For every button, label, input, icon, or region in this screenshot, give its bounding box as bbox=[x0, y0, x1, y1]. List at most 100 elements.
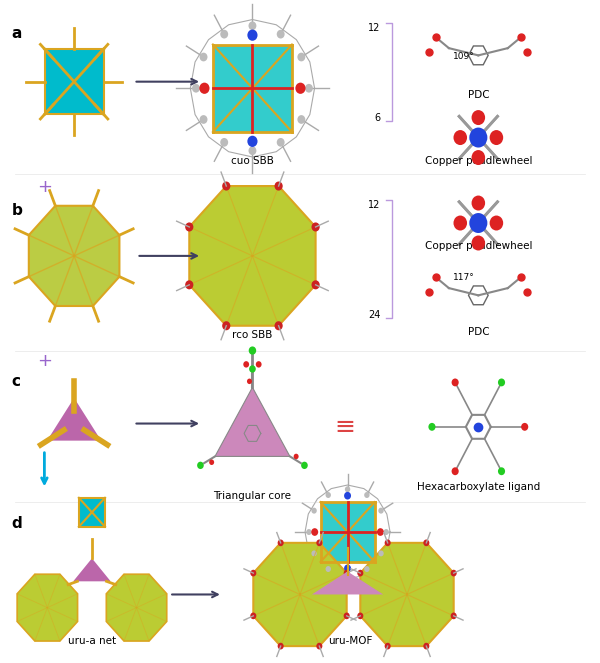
Circle shape bbox=[379, 550, 384, 556]
Circle shape bbox=[344, 570, 350, 576]
Polygon shape bbox=[79, 498, 105, 527]
Circle shape bbox=[298, 52, 305, 62]
Circle shape bbox=[247, 136, 257, 147]
Circle shape bbox=[383, 529, 389, 535]
Circle shape bbox=[428, 423, 436, 431]
Circle shape bbox=[379, 508, 384, 514]
Circle shape bbox=[377, 528, 384, 536]
Text: b: b bbox=[11, 204, 23, 218]
Circle shape bbox=[451, 613, 457, 619]
Circle shape bbox=[306, 529, 311, 535]
Circle shape bbox=[344, 492, 351, 499]
Polygon shape bbox=[44, 49, 104, 114]
Circle shape bbox=[311, 280, 320, 289]
Text: d: d bbox=[11, 516, 22, 530]
Circle shape bbox=[305, 84, 313, 93]
Circle shape bbox=[385, 540, 391, 546]
Circle shape bbox=[469, 127, 487, 148]
Circle shape bbox=[424, 540, 430, 546]
Circle shape bbox=[200, 52, 208, 62]
Circle shape bbox=[521, 423, 528, 431]
Circle shape bbox=[247, 379, 252, 384]
Polygon shape bbox=[253, 543, 347, 646]
Circle shape bbox=[316, 540, 322, 546]
Polygon shape bbox=[47, 398, 101, 441]
Polygon shape bbox=[213, 44, 292, 132]
Circle shape bbox=[469, 213, 487, 233]
Text: 12: 12 bbox=[368, 200, 380, 210]
Circle shape bbox=[472, 150, 485, 165]
Text: a: a bbox=[11, 26, 22, 41]
Circle shape bbox=[200, 115, 208, 124]
Circle shape bbox=[248, 347, 256, 355]
Circle shape bbox=[344, 564, 351, 572]
Polygon shape bbox=[361, 543, 454, 646]
Circle shape bbox=[295, 83, 305, 94]
Circle shape bbox=[277, 138, 284, 147]
Circle shape bbox=[490, 215, 503, 231]
Text: uru-a net: uru-a net bbox=[68, 636, 116, 646]
Circle shape bbox=[424, 642, 430, 650]
Circle shape bbox=[345, 486, 350, 493]
Circle shape bbox=[452, 379, 459, 387]
Circle shape bbox=[256, 361, 262, 367]
Circle shape bbox=[185, 222, 193, 231]
Circle shape bbox=[249, 365, 256, 373]
Circle shape bbox=[385, 642, 391, 650]
Circle shape bbox=[454, 215, 467, 231]
Text: +: + bbox=[37, 178, 52, 196]
Circle shape bbox=[250, 570, 256, 576]
Circle shape bbox=[199, 83, 209, 94]
Circle shape bbox=[275, 321, 283, 330]
Circle shape bbox=[250, 613, 256, 619]
Circle shape bbox=[247, 30, 257, 41]
Polygon shape bbox=[320, 502, 374, 562]
Circle shape bbox=[277, 30, 284, 38]
Circle shape bbox=[490, 130, 503, 145]
Polygon shape bbox=[106, 574, 167, 641]
Circle shape bbox=[197, 461, 204, 469]
Text: cuo SBB: cuo SBB bbox=[231, 156, 274, 166]
Circle shape bbox=[311, 508, 317, 514]
Circle shape bbox=[298, 115, 305, 124]
Text: c: c bbox=[11, 374, 20, 389]
Circle shape bbox=[345, 572, 350, 577]
Circle shape bbox=[311, 528, 318, 536]
Circle shape bbox=[454, 130, 467, 145]
Text: Copper paddlewheel: Copper paddlewheel bbox=[425, 241, 532, 251]
Circle shape bbox=[209, 459, 214, 465]
Text: Hexacarboxylate ligand: Hexacarboxylate ligand bbox=[417, 482, 540, 492]
Circle shape bbox=[192, 84, 200, 93]
Polygon shape bbox=[29, 206, 119, 306]
Circle shape bbox=[472, 235, 485, 251]
Text: +: + bbox=[37, 352, 52, 370]
Circle shape bbox=[278, 642, 284, 650]
Circle shape bbox=[498, 379, 505, 387]
Text: ≡: ≡ bbox=[334, 415, 355, 439]
Text: 24: 24 bbox=[368, 310, 380, 320]
Polygon shape bbox=[312, 572, 383, 595]
Circle shape bbox=[220, 138, 228, 147]
Circle shape bbox=[278, 540, 284, 546]
Circle shape bbox=[364, 492, 370, 498]
Circle shape bbox=[326, 566, 331, 572]
Polygon shape bbox=[189, 186, 316, 326]
Circle shape bbox=[248, 147, 256, 155]
Circle shape bbox=[357, 613, 364, 619]
Text: 109°: 109° bbox=[452, 52, 475, 60]
Circle shape bbox=[451, 570, 457, 576]
Circle shape bbox=[222, 182, 230, 190]
Circle shape bbox=[452, 467, 459, 475]
Circle shape bbox=[364, 566, 370, 572]
Polygon shape bbox=[17, 574, 77, 641]
Circle shape bbox=[326, 492, 331, 498]
Text: 6: 6 bbox=[374, 113, 380, 123]
Text: PDC: PDC bbox=[467, 327, 489, 337]
Circle shape bbox=[293, 453, 299, 459]
Circle shape bbox=[248, 21, 256, 30]
Circle shape bbox=[344, 613, 350, 619]
Circle shape bbox=[472, 110, 485, 125]
Polygon shape bbox=[215, 387, 290, 456]
Circle shape bbox=[498, 467, 505, 475]
Polygon shape bbox=[73, 558, 110, 581]
